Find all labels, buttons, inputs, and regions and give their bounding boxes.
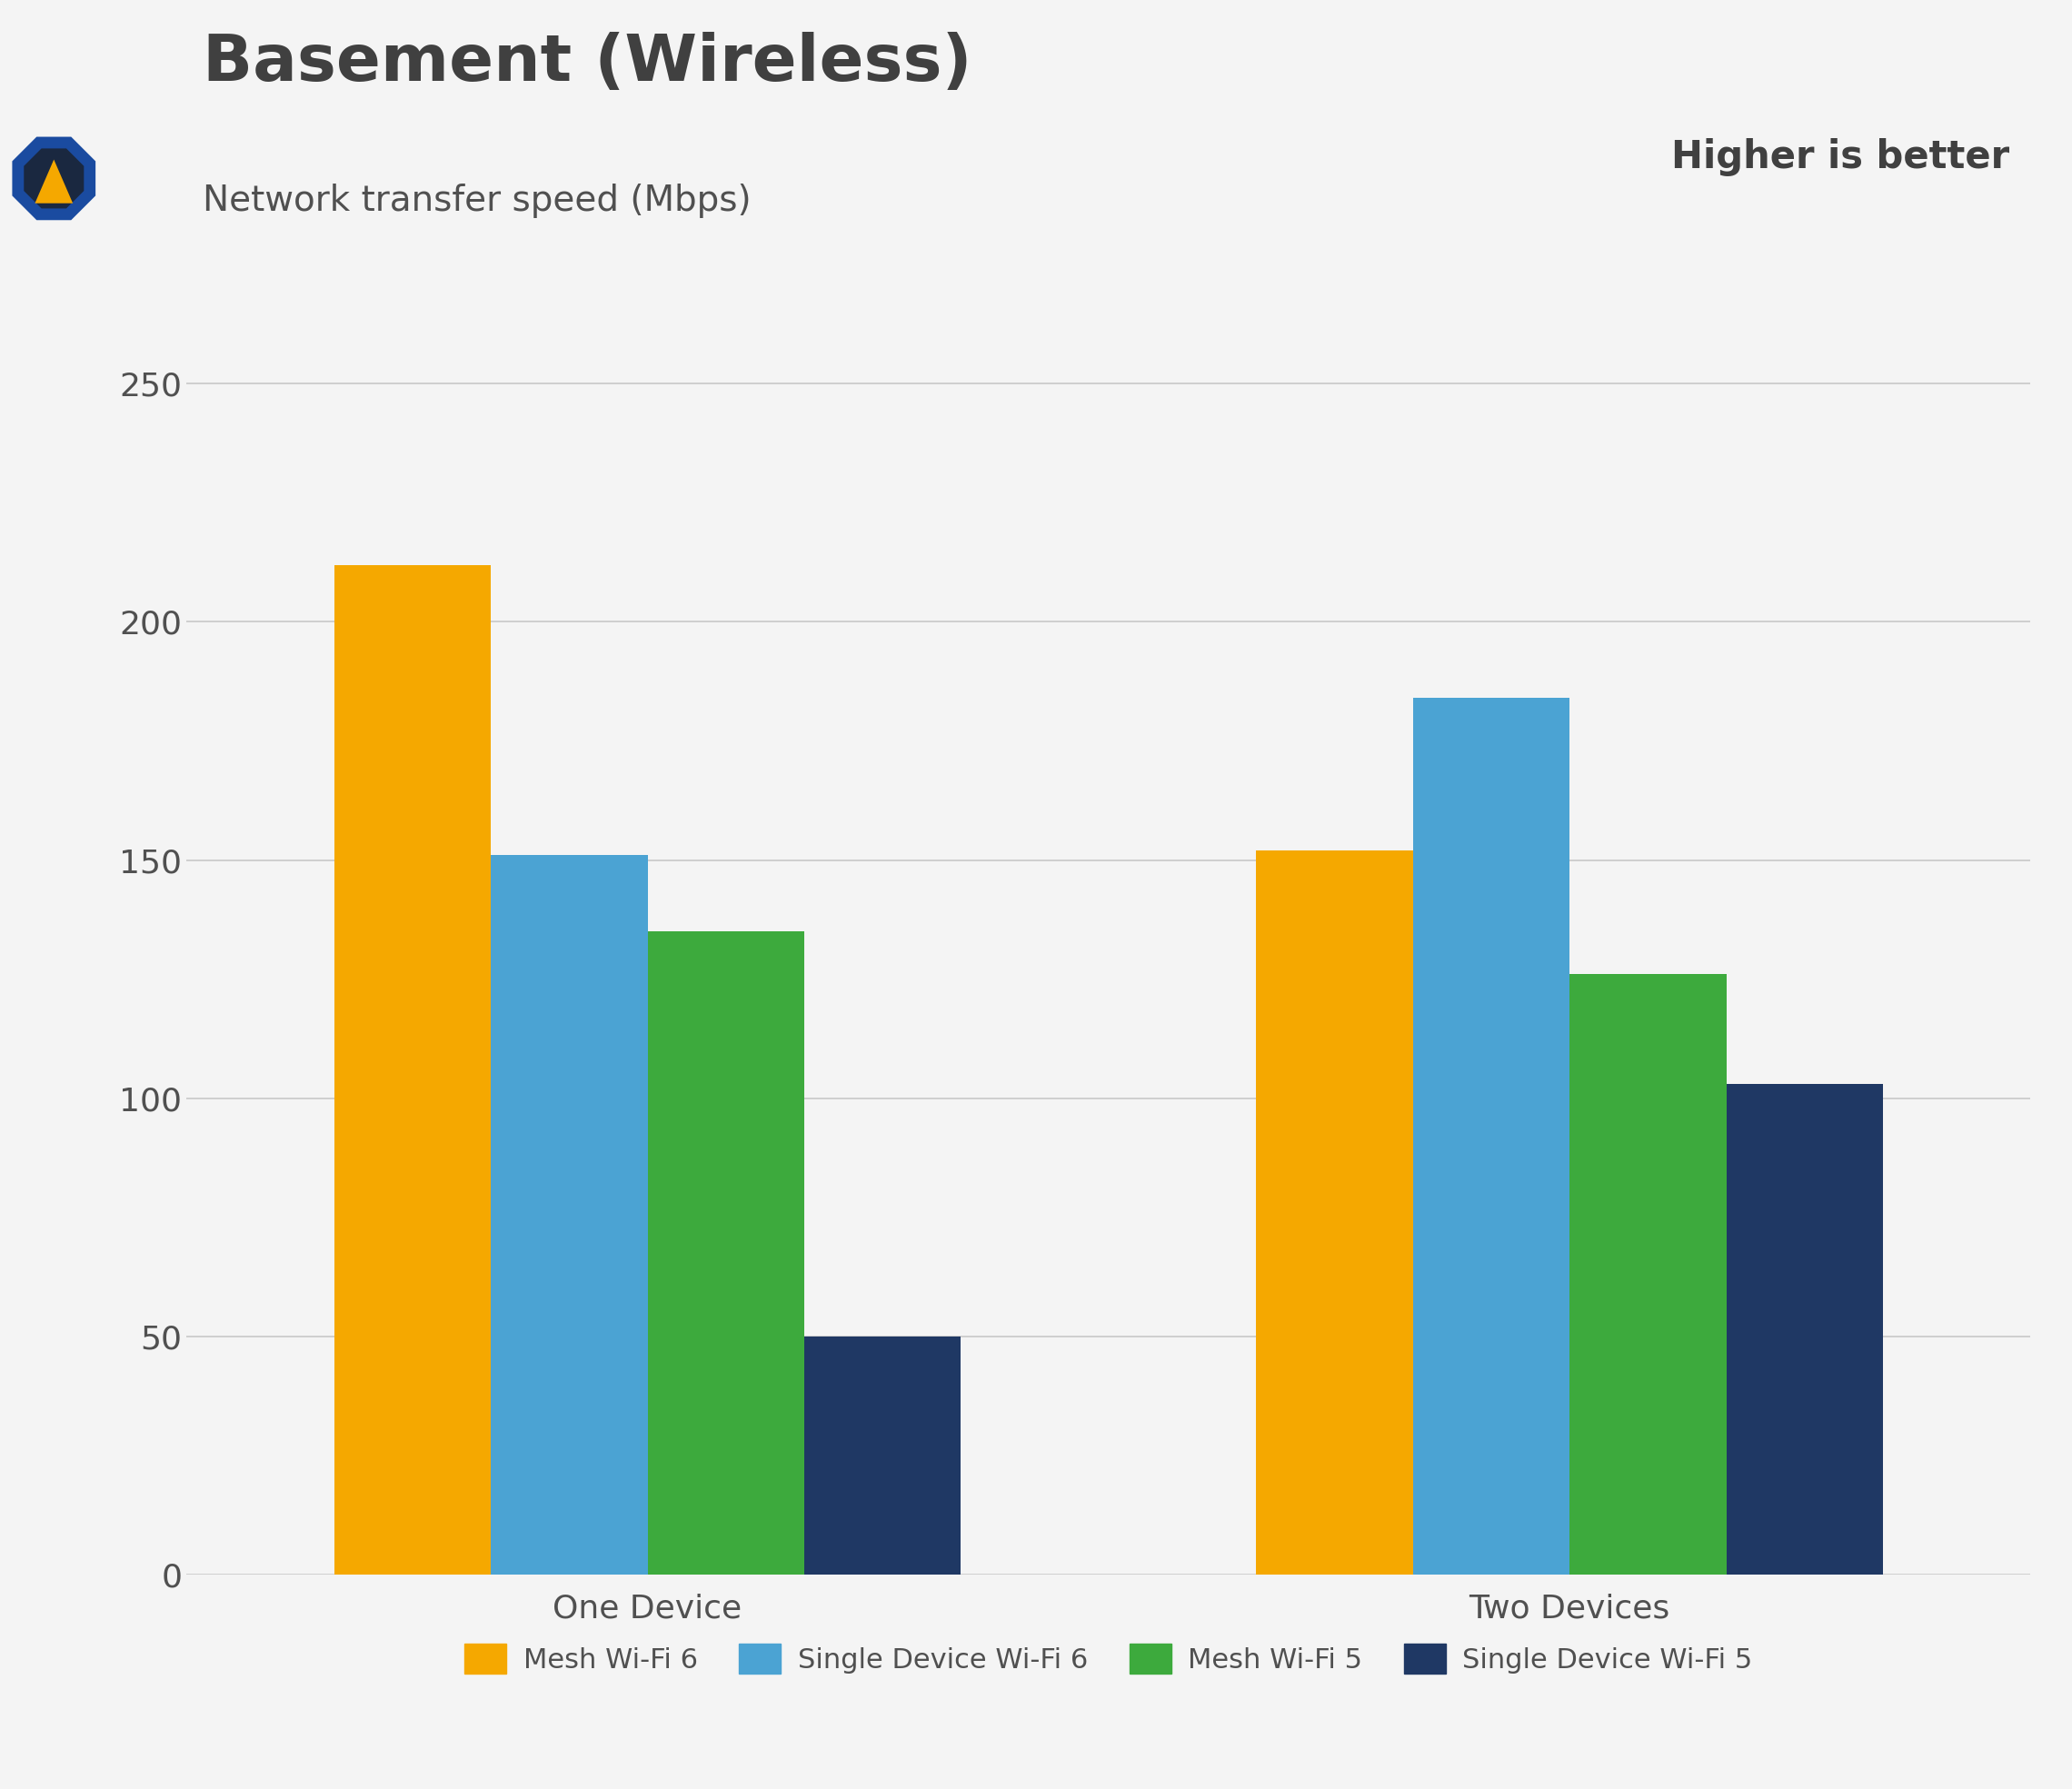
Polygon shape bbox=[12, 136, 95, 220]
Legend: Mesh Wi-Fi 6, Single Device Wi-Fi 6, Mesh Wi-Fi 5, Single Device Wi-Fi 5: Mesh Wi-Fi 6, Single Device Wi-Fi 6, Mes… bbox=[454, 1632, 1763, 1685]
Bar bbox=[804, 1336, 961, 1574]
Bar bbox=[646, 932, 804, 1574]
Bar bbox=[1726, 1084, 1883, 1574]
Polygon shape bbox=[35, 159, 73, 204]
Text: Basement (Wireless): Basement (Wireless) bbox=[203, 32, 972, 95]
Bar bbox=[1256, 850, 1413, 1574]
Bar bbox=[1413, 698, 1571, 1574]
Bar bbox=[1571, 975, 1726, 1574]
Text: Higher is better: Higher is better bbox=[1672, 138, 2010, 177]
Polygon shape bbox=[25, 148, 83, 209]
Bar bbox=[334, 565, 491, 1574]
Text: Network transfer speed (Mbps): Network transfer speed (Mbps) bbox=[203, 184, 752, 218]
Bar bbox=[491, 855, 646, 1574]
